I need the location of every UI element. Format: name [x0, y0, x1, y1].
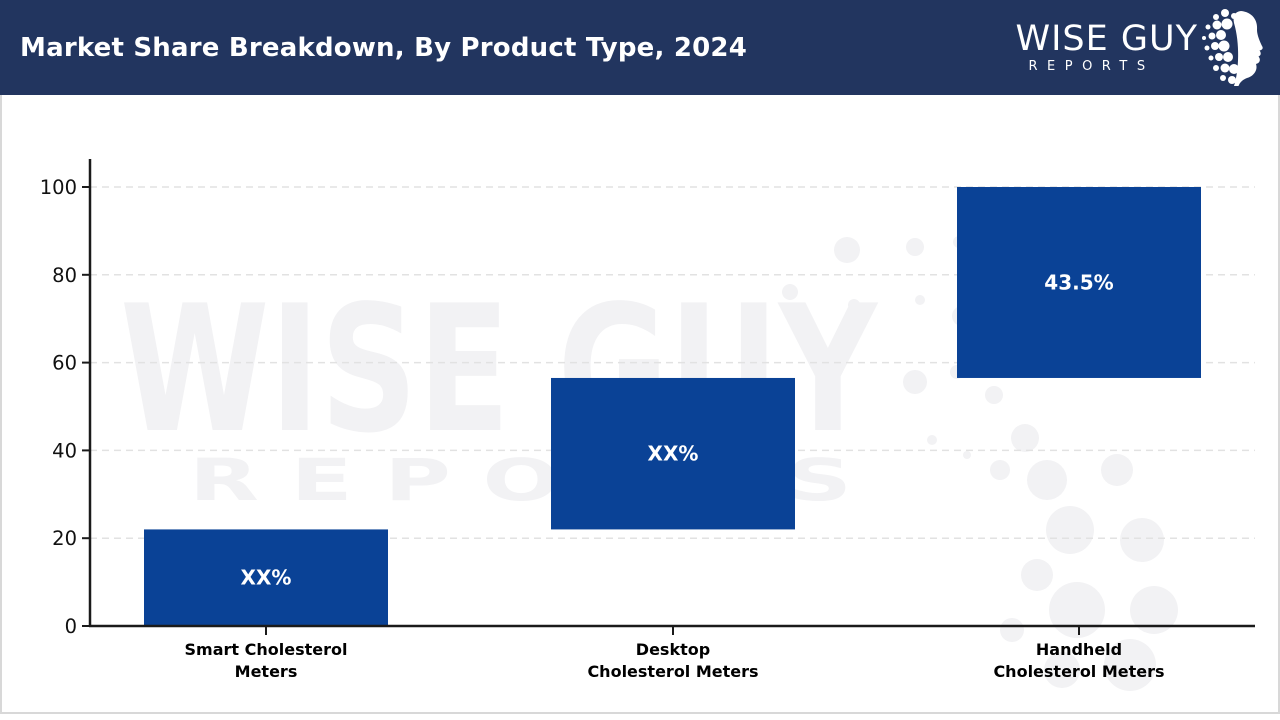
brand-name: WISE GUY	[1015, 19, 1198, 59]
y-tick-label: 20	[52, 527, 77, 550]
watermark-dot	[990, 460, 1010, 480]
watermark-dot	[1049, 582, 1105, 638]
watermark-dot	[782, 284, 798, 300]
watermark-dot	[848, 299, 860, 311]
chart-area: WISE GUY R E P O R T S XX% XX% 43.5% 0 20 40 60 8…	[0, 95, 1280, 714]
brand-logo-text: WISE GUY REPORTS	[1015, 19, 1198, 74]
brand-face-icon	[1202, 8, 1263, 86]
watermark-dot	[1011, 424, 1039, 452]
y-tick-label: 80	[52, 264, 77, 287]
bar-value-label: XX%	[241, 566, 292, 590]
watermark-dot	[915, 295, 925, 305]
watermark-dot	[1104, 639, 1156, 691]
x-category-label-line1: Desktop	[636, 640, 710, 659]
x-category-label-line2: Cholesterol Meters	[587, 662, 758, 681]
bar	[144, 529, 388, 626]
watermark-dot	[963, 451, 971, 459]
chart-title: Market Share Breakdown, By Product Type,…	[20, 32, 747, 63]
bar	[957, 187, 1201, 378]
watermark-dot	[1046, 506, 1094, 554]
bar-value-label: XX%	[648, 442, 699, 466]
watermark-dot	[985, 386, 1003, 404]
watermark-dot	[1101, 454, 1133, 486]
y-tick-label: 40	[52, 439, 77, 462]
watermark-dot	[1044, 652, 1080, 688]
y-tick-label: 60	[52, 352, 77, 375]
brand-logo: WISE GUY REPORTS	[1015, 7, 1266, 89]
watermark-dot	[903, 370, 927, 394]
watermark-dot	[927, 435, 937, 445]
watermark-dot	[834, 237, 860, 263]
x-category-label-line1: Handheld	[1036, 640, 1122, 659]
brand-subname: REPORTS	[1028, 59, 1155, 74]
x-category-label-line1: Smart Cholesterol	[185, 640, 348, 659]
bar	[551, 377, 795, 530]
y-tick-label: 100	[40, 176, 77, 199]
watermark-dot	[1000, 618, 1024, 642]
y-tick-label: 0	[65, 615, 77, 638]
bar-value-label: 43.5%	[1044, 270, 1113, 294]
header-bar: Market Share Breakdown, By Product Type,…	[0, 0, 1280, 95]
watermark-dot	[1120, 518, 1164, 562]
watermark-dot	[1021, 559, 1053, 591]
x-category-label-line2: Cholesterol Meters	[993, 662, 1164, 681]
x-category-label-line2: Meters	[235, 662, 298, 681]
watermark-dot	[906, 238, 924, 256]
watermark-dot	[1130, 586, 1178, 634]
watermark-dot	[1027, 460, 1067, 500]
